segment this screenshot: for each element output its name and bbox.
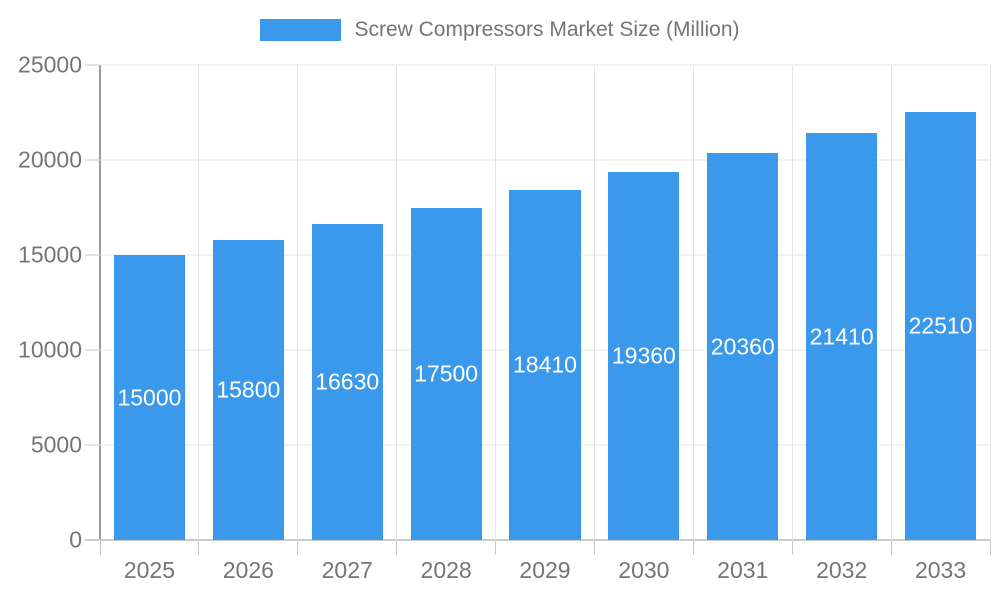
gridline-vertical xyxy=(297,65,299,540)
y-tick-label: 10000 xyxy=(18,336,82,363)
bar-value-label: 22510 xyxy=(908,312,973,339)
bar-value-label: 16630 xyxy=(315,368,380,395)
gridline-vertical xyxy=(692,65,694,540)
gridline-horizontal xyxy=(100,64,990,66)
x-axis-labels: 2025 2026 2027 2028 2029 2030 2031 2032 2033 xyxy=(100,557,990,589)
gridline-vertical xyxy=(989,65,991,540)
legend-swatch xyxy=(260,19,342,41)
x-tick-label: 2030 xyxy=(618,557,670,583)
y-tick-mark xyxy=(85,159,100,161)
x-tick-label: 2028 xyxy=(420,557,472,583)
bar-value-label: 15800 xyxy=(216,376,281,403)
x-tick-mark xyxy=(297,540,299,555)
bar-value-label: 19360 xyxy=(611,342,676,369)
gridline-vertical xyxy=(890,65,892,540)
y-tick-label: 0 xyxy=(69,526,82,553)
gridline-vertical xyxy=(396,65,398,540)
x-tick-mark xyxy=(198,540,200,555)
y-tick-mark xyxy=(85,444,100,446)
bar-value-label: 21410 xyxy=(809,323,874,350)
x-tick-label: 2029 xyxy=(519,557,571,583)
y-tick-label: 20000 xyxy=(18,146,82,173)
gridline-horizontal xyxy=(100,159,990,161)
y-tick-label: 25000 xyxy=(18,51,82,78)
gridline-vertical xyxy=(198,65,200,540)
y-tick-mark xyxy=(85,64,100,66)
plot-area: 15000 15800 16630 17500 18410 19360 20360 21410… xyxy=(85,64,991,555)
legend-label: Screw Compressors Market Size (Million) xyxy=(354,18,740,41)
x-tick-label: 2033 xyxy=(914,557,967,583)
x-tick-label: 2026 xyxy=(222,557,274,583)
y-axis-labels: 0 5000 10000 15000 20000 25000 xyxy=(0,53,82,551)
x-tick-mark xyxy=(495,540,497,555)
x-tick-mark xyxy=(791,540,793,555)
bar-value-label: 20360 xyxy=(710,333,775,360)
bar[interactable]: 17500 xyxy=(410,207,482,540)
x-tick-label: 2032 xyxy=(816,557,868,583)
bar[interactable]: 22510 xyxy=(904,112,977,540)
bar-value-label: 17500 xyxy=(414,360,479,387)
y-axis-line xyxy=(99,65,101,540)
y-tick-mark xyxy=(85,254,100,256)
x-tick-mark xyxy=(890,540,892,555)
y-tick-mark xyxy=(85,539,100,541)
x-tick-mark xyxy=(989,540,991,555)
bar-value-label: 18410 xyxy=(513,351,577,378)
bar[interactable]: 20360 xyxy=(707,153,779,540)
x-tick-label: 2031 xyxy=(717,557,769,583)
bar[interactable]: 18410 xyxy=(509,190,581,540)
x-tick-mark xyxy=(396,540,398,555)
x-tick-label: 2025 xyxy=(123,557,176,583)
y-tick-mark xyxy=(85,349,100,351)
bar[interactable]: 16630 xyxy=(311,224,383,540)
y-tick-label: 15000 xyxy=(18,241,82,268)
bar[interactable]: 15000 xyxy=(113,255,186,540)
x-tick-mark xyxy=(593,540,595,555)
x-tick-label: 2027 xyxy=(321,557,373,583)
gridline-vertical xyxy=(593,65,595,540)
bar[interactable]: 15800 xyxy=(212,239,284,540)
bar[interactable]: 21410 xyxy=(806,133,878,540)
gridline-vertical xyxy=(791,65,793,540)
bar[interactable]: 19360 xyxy=(608,172,680,540)
bar-value-label: 15000 xyxy=(117,384,182,410)
x-tick-mark xyxy=(692,540,694,555)
gridline-vertical xyxy=(495,65,497,540)
x-axis-line xyxy=(85,539,990,541)
y-tick-label: 5000 xyxy=(30,431,82,458)
x-tick-mark xyxy=(99,540,101,555)
legend[interactable]: Screw Compressors Market Size (Million) xyxy=(0,18,1000,42)
